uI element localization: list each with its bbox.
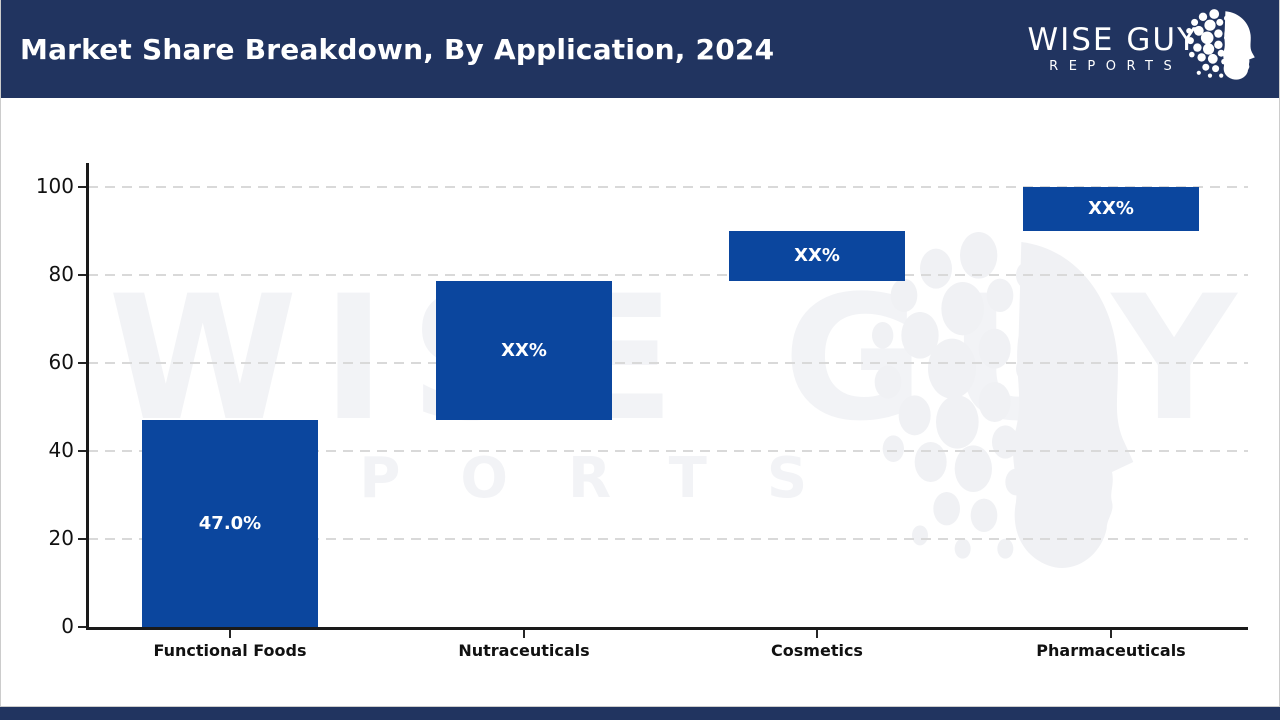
x-axis-label: Functional Foods	[153, 641, 307, 660]
y-tick	[78, 273, 88, 276]
y-axis-spine	[86, 163, 89, 630]
y-tick-label: 60	[48, 349, 74, 374]
y-tick-label: 20	[48, 525, 74, 550]
y-tick	[78, 537, 88, 540]
x-axis-label: Cosmetics	[771, 641, 863, 660]
x-tick	[523, 630, 525, 638]
bar-value-label: XX%	[1088, 198, 1134, 220]
bar: XX%	[729, 230, 905, 282]
x-axis-label: Pharmaceuticals	[1036, 641, 1186, 660]
footer-bar	[0, 707, 1280, 720]
y-tick-label: 0	[61, 614, 74, 638]
x-axis-spine	[86, 627, 1248, 630]
bar: XX%	[1023, 186, 1199, 231]
bar-value-label: XX%	[794, 245, 840, 267]
x-tick	[816, 630, 818, 638]
brand-logo-text: WISE GUY REPORTS	[1027, 24, 1198, 74]
y-tick-label: 100	[35, 173, 74, 198]
y-tick-label: 40	[48, 437, 74, 462]
grid-line	[88, 361, 1248, 364]
grid-line	[88, 273, 1248, 276]
page-title: Market Share Breakdown, By Application, …	[20, 32, 775, 66]
x-axis-label: Nutraceuticals	[458, 641, 590, 660]
bar: XX%	[436, 281, 612, 420]
bar: 47.0%	[142, 420, 318, 627]
header: Market Share Breakdown, By Application, …	[0, 0, 1280, 98]
grid-line	[88, 537, 1248, 540]
grid-line	[88, 449, 1248, 452]
brand-logo: WISE GUY REPORTS	[1027, 4, 1266, 94]
x-tick	[229, 630, 231, 638]
y-tick-label: 80	[48, 261, 74, 286]
bar-value-label: XX%	[501, 340, 547, 362]
x-tick	[1110, 630, 1112, 638]
y-tick	[78, 626, 88, 628]
y-tick	[78, 449, 88, 452]
wiseguy-head-icon	[1182, 4, 1266, 94]
grid-line	[88, 185, 1248, 188]
brand-name: WISE GUY	[1027, 22, 1198, 59]
bar-value-label: 47.0%	[198, 512, 262, 534]
y-tick	[78, 185, 88, 188]
y-tick	[78, 361, 88, 364]
brand-subtitle: REPORTS	[1049, 58, 1183, 74]
